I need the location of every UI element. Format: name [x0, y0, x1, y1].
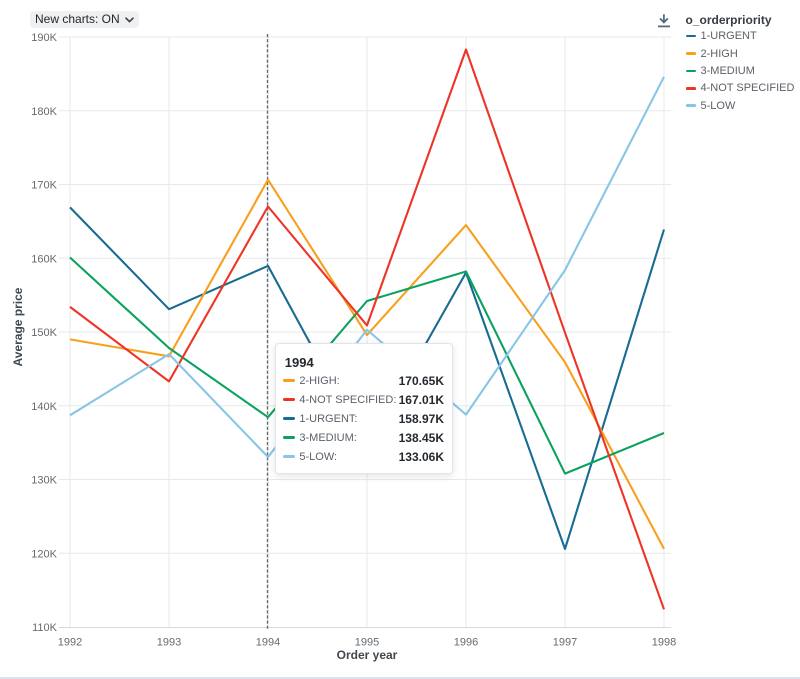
svg-text:110K: 110K — [32, 622, 58, 634]
svg-text:160K: 160K — [31, 253, 57, 265]
svg-text:1993: 1993 — [157, 637, 181, 649]
svg-text:130K: 130K — [31, 475, 57, 487]
svg-text:Average price: Average price — [11, 287, 25, 366]
svg-text:1992: 1992 — [58, 637, 82, 649]
svg-text:190K: 190K — [31, 32, 57, 44]
svg-text:1997: 1997 — [553, 637, 577, 649]
svg-text:1995: 1995 — [355, 637, 379, 649]
svg-text:120K: 120K — [31, 548, 57, 560]
svg-text:150K: 150K — [31, 327, 57, 339]
svg-text:1998: 1998 — [652, 637, 676, 649]
svg-text:Order year: Order year — [337, 648, 398, 662]
svg-text:170K: 170K — [31, 180, 57, 192]
svg-text:180K: 180K — [31, 106, 57, 118]
svg-text:1996: 1996 — [454, 637, 478, 649]
svg-text:1994: 1994 — [256, 637, 280, 649]
svg-text:140K: 140K — [31, 401, 57, 413]
